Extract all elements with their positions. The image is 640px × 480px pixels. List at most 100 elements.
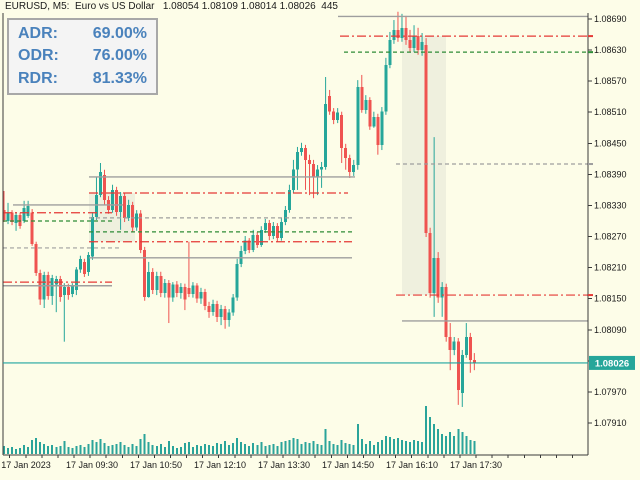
volume-bar <box>441 434 444 454</box>
candle-body-up <box>432 257 436 293</box>
candle-body-down <box>159 275 163 293</box>
volume-bar <box>91 440 94 454</box>
time-label: 17 Jan 2023 <box>1 460 51 470</box>
volume-bar <box>260 442 263 454</box>
candle-body-up <box>14 214 18 224</box>
volume-bar <box>87 444 90 454</box>
candle-body-down <box>468 337 472 360</box>
volume-bar <box>300 444 303 454</box>
price-tick-label: 1.08690 <box>594 14 627 24</box>
volume-bar <box>171 446 174 454</box>
candle-body-up <box>372 116 376 127</box>
rdr-value: 81.33% <box>92 69 147 87</box>
volume-bar <box>51 445 54 454</box>
volume-bar <box>79 445 82 454</box>
candle-body-up <box>163 283 167 293</box>
candle-body-down <box>416 36 420 51</box>
candle-body-down <box>424 44 428 233</box>
volume-bar <box>115 444 118 454</box>
volume-bar <box>208 445 211 454</box>
volume-bar <box>232 443 235 454</box>
volume-bar <box>368 441 371 454</box>
candle-body-up <box>147 271 151 298</box>
volume-bar <box>3 446 5 454</box>
candle-body-up <box>420 41 424 51</box>
candle-body-down <box>275 226 279 239</box>
price-tick-label: 1.08210 <box>594 263 627 273</box>
volume-bar <box>244 444 247 454</box>
volume-bar <box>429 417 432 454</box>
volume-bar <box>19 448 22 454</box>
price-tick-label: 1.08570 <box>594 76 627 86</box>
volume-bar <box>47 446 50 454</box>
volume-bar <box>191 447 194 454</box>
candle-body-up <box>179 286 183 293</box>
volume-bar <box>195 445 198 454</box>
volume-bar <box>332 444 335 454</box>
volume-bar <box>360 439 363 454</box>
candle-body-down <box>436 257 440 298</box>
candle-body-down <box>207 305 211 313</box>
time-label: 17 Jan 12:10 <box>194 460 246 470</box>
candle-body-up <box>231 297 235 313</box>
volume-bar <box>320 445 323 454</box>
candle-body-up <box>171 284 175 298</box>
candle-body-down <box>131 204 135 228</box>
candle-body-up <box>452 341 456 350</box>
adr-indicator-panel: ADR: 69.00% ODR: 76.00% RDR: 81.33% <box>7 18 158 95</box>
volume-bar <box>123 445 126 454</box>
candle-body-up <box>42 274 46 300</box>
volume-bar <box>396 438 399 454</box>
volume-bar <box>473 441 476 454</box>
volume-bar <box>264 446 267 454</box>
candle-body-up <box>191 285 195 295</box>
candle-body-down <box>58 279 62 298</box>
candle-body-down <box>215 303 219 317</box>
volume-bar <box>292 438 295 454</box>
volume-bar <box>405 441 407 454</box>
volume-bar <box>131 444 134 454</box>
candle-body-down <box>344 147 348 158</box>
volume-bar <box>284 441 287 454</box>
candle-body-up <box>364 99 368 111</box>
candle-body-down <box>10 212 14 223</box>
volume-bar <box>308 443 311 454</box>
candle-body-up <box>392 29 396 41</box>
volume-bar <box>409 442 412 454</box>
volume-bar <box>151 445 154 454</box>
volume-bar <box>288 440 291 454</box>
candle-body-down <box>143 250 147 298</box>
candle-body-up <box>464 337 468 356</box>
volume-bar <box>384 436 387 454</box>
adr-label: ADR: <box>18 25 58 43</box>
volume-bar <box>163 447 166 454</box>
candle-body-up <box>271 226 275 237</box>
time-label: 17 Jan 09:30 <box>66 460 118 470</box>
candle-body-up <box>283 210 287 223</box>
volume-bar <box>43 444 46 454</box>
volume-bar <box>324 429 327 454</box>
candle-body-down <box>66 286 70 296</box>
candle-body-up <box>412 36 416 49</box>
volume-bar <box>392 439 395 454</box>
volume-bar <box>449 432 452 454</box>
volume-bar <box>364 444 367 454</box>
candle-body-down <box>255 234 259 245</box>
candle-body-down <box>396 29 400 39</box>
candle-body-up <box>279 222 283 239</box>
candle-body-up <box>356 86 360 166</box>
volume-bar <box>276 446 279 454</box>
volume-bar <box>167 441 170 454</box>
candle-body-up <box>384 65 388 112</box>
volume-bar <box>388 437 391 454</box>
time-label: 17 Jan 14:50 <box>322 460 374 470</box>
volume-bar <box>55 447 58 454</box>
volume-bar <box>304 442 307 454</box>
candle-body-up <box>460 355 464 393</box>
volume-bar <box>469 440 472 454</box>
time-label: 17 Jan 17:30 <box>450 460 502 470</box>
candle-body-down <box>203 291 207 306</box>
volume-bar <box>155 446 158 454</box>
